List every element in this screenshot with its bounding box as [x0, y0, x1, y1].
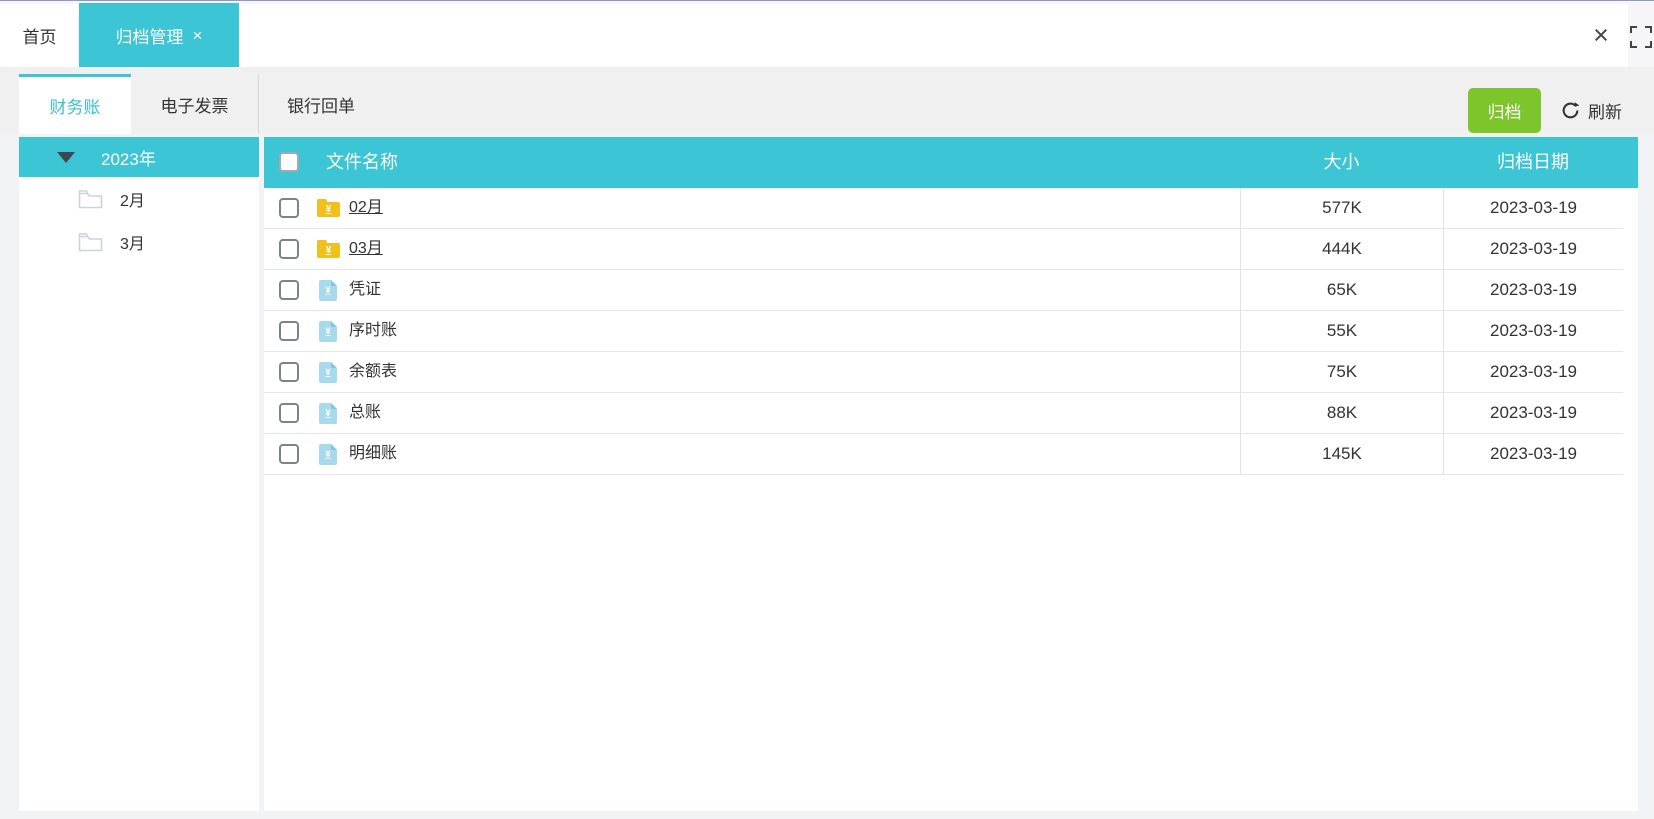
tree-month-label: 3月: [120, 235, 145, 253]
folder-icon: ¥: [317, 199, 340, 217]
table-row: ¥ 03月 444K 2023-03-19: [264, 229, 1623, 270]
currency-glyph: ¥: [325, 285, 331, 295]
file-size: 75K: [1240, 352, 1443, 392]
currency-glyph: ¥: [325, 326, 331, 336]
table-row: ¥ 余额表 75K 2023-03-19: [264, 352, 1623, 393]
table-row: ¥ 明细账 145K 2023-03-19: [264, 434, 1623, 475]
file-name-link[interactable]: 02月: [349, 199, 383, 216]
row-checkbox[interactable]: [279, 403, 299, 423]
currency-glyph: ¥: [325, 408, 331, 418]
file-name: 明细账: [349, 445, 398, 462]
refresh-icon: [1562, 102, 1580, 119]
document-icon: ¥: [319, 403, 337, 424]
document-icon: ¥: [319, 362, 337, 383]
archive-file-table: 文件名称 大小 归档日期 ¥ 02月 577K 2023-03-19 ¥ 03月…: [264, 137, 1638, 811]
tab-finance-label: 财务账: [49, 98, 101, 117]
tree-node-month-mar[interactable]: 3月: [19, 220, 259, 263]
table-row: ¥ 总账 88K 2023-03-19: [264, 393, 1623, 434]
file-size: 444K: [1240, 229, 1443, 269]
archive-button[interactable]: 归档: [1468, 88, 1541, 133]
table-row: ¥ 凭证 65K 2023-03-19: [264, 270, 1623, 311]
select-all-checkbox[interactable]: [279, 152, 299, 172]
folder-outline-icon: [78, 232, 103, 251]
file-size: 145K: [1240, 434, 1443, 474]
file-size: 577K: [1240, 188, 1443, 228]
row-checkbox[interactable]: [279, 444, 299, 464]
tab-bank-receipt[interactable]: 银行回单: [259, 74, 383, 134]
table-header-row: 文件名称 大小 归档日期: [264, 137, 1638, 188]
column-header-date: 归档日期: [1497, 152, 1569, 172]
tree-month-label: 2月: [120, 192, 145, 210]
currency-glyph: ¥: [325, 245, 332, 256]
tab-home-label: 首页: [22, 28, 57, 47]
folder-outline-icon: [78, 189, 103, 208]
archive-date: 2023-03-19: [1443, 229, 1623, 269]
file-name: 余额表: [349, 363, 398, 380]
table-row: ¥ 序时账 55K 2023-03-19: [264, 311, 1623, 352]
tree-node-year-2023[interactable]: 2023年: [19, 137, 259, 177]
currency-glyph: ¥: [325, 449, 331, 459]
row-checkbox[interactable]: [279, 239, 299, 259]
archive-date: 2023-03-19: [1443, 352, 1623, 392]
tab-invoice-label: 电子发票: [160, 96, 229, 116]
file-size: 55K: [1240, 311, 1443, 351]
caret-down-icon[interactable]: [57, 151, 75, 163]
close-icon[interactable]: ×: [1578, 4, 1624, 67]
currency-glyph: ¥: [325, 367, 331, 377]
row-checkbox[interactable]: [279, 198, 299, 218]
tab-finance-account[interactable]: 财务账: [19, 74, 131, 134]
tab-close-icon[interactable]: ×: [192, 25, 203, 45]
column-header-name: 文件名称: [326, 152, 398, 172]
tab-archive-management[interactable]: 归档管理 ×: [79, 3, 239, 67]
file-size: 65K: [1240, 270, 1443, 310]
archive-date: 2023-03-19: [1443, 434, 1623, 474]
archive-date: 2023-03-19: [1443, 270, 1623, 310]
archive-date: 2023-03-19: [1443, 311, 1623, 351]
archive-date: 2023-03-19: [1443, 393, 1623, 433]
row-checkbox[interactable]: [279, 321, 299, 341]
refresh-button[interactable]: 刷新: [1561, 88, 1622, 133]
tab-bank-label: 银行回单: [287, 96, 355, 116]
top-accent-line: [0, 0, 1654, 4]
folder-icon: ¥: [317, 240, 340, 258]
row-checkbox[interactable]: [279, 362, 299, 382]
row-checkbox[interactable]: [279, 280, 299, 300]
window-tab-bar: 首页 归档管理 × ×: [0, 3, 1654, 67]
fullscreen-icon[interactable]: [1628, 4, 1654, 67]
file-size: 88K: [1240, 393, 1443, 433]
document-icon: ¥: [319, 321, 337, 342]
archive-date: 2023-03-19: [1443, 188, 1623, 228]
tree-node-month-feb[interactable]: 2月: [19, 177, 259, 220]
archive-tree-sidebar: 2023年 2月 3月: [19, 137, 259, 811]
table-row: ¥ 02月 577K 2023-03-19: [264, 188, 1623, 229]
document-icon: ¥: [319, 280, 337, 301]
file-name: 总账: [349, 404, 382, 421]
currency-glyph: ¥: [325, 204, 332, 215]
column-header-size: 大小: [1323, 152, 1360, 172]
tree-year-label: 2023年: [101, 149, 156, 169]
file-name: 凭证: [349, 281, 382, 298]
document-icon: ¥: [319, 444, 337, 465]
file-name: 序时账: [349, 322, 398, 339]
file-name-link[interactable]: 03月: [349, 240, 383, 257]
tab-e-invoice[interactable]: 电子发票: [131, 74, 259, 134]
tab-home[interactable]: 首页: [0, 4, 79, 67]
refresh-label: 刷新: [1588, 103, 1622, 122]
content-tab-strip: 财务账 电子发票 银行回单 归档 刷新: [0, 67, 1654, 134]
tab-archive-label: 归档管理: [115, 27, 184, 47]
